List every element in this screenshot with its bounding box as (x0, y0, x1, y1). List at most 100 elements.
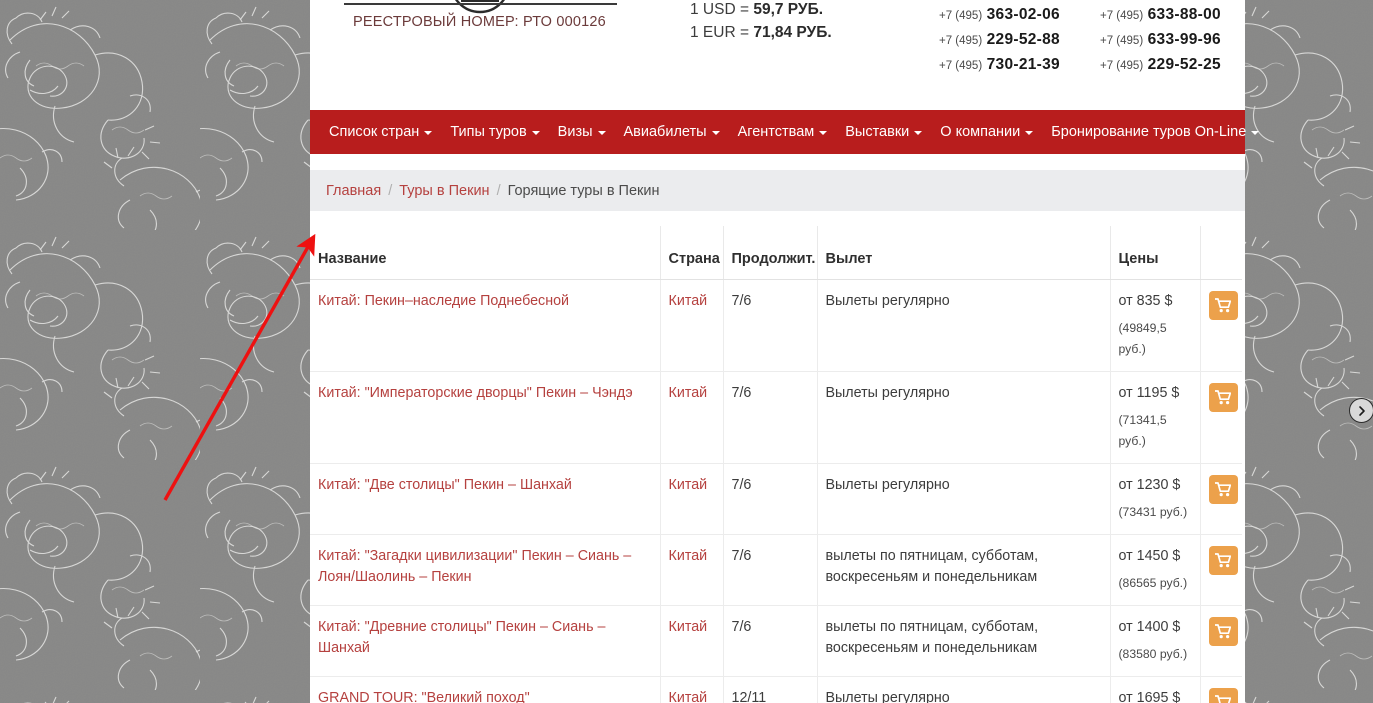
phone-number: 229-52-88 (986, 31, 1060, 48)
shopping-cart-icon (1215, 694, 1231, 703)
tour-name-link[interactable]: Китай: "Загадки цивилизации" Пекин – Сиа… (318, 547, 632, 585)
tour-name-link[interactable]: GRAND TOUR: "Великий поход" (318, 689, 530, 703)
table-row: Китай: "Загадки цивилизации" Пекин – Сиа… (310, 534, 1242, 606)
cell-country: Китай (660, 371, 724, 464)
cell-tour-name: Китай: "Императорские дворцы" Пекин – Чэ… (310, 371, 661, 464)
table-row: Китай: "Императорские дворцы" Пекин – Чэ… (310, 371, 1242, 464)
logo-underline (344, 3, 617, 5)
cell-price: от 1230 $ (73431 руб.) (1110, 463, 1201, 535)
add-to-cart-button[interactable] (1208, 474, 1238, 504)
phone-link[interactable]: +7 (495) 229-52-25 (1100, 53, 1245, 78)
country-link[interactable]: Китай (668, 384, 708, 401)
country-link[interactable]: Китай (668, 476, 708, 493)
cell-departure: Вылеты регулярно (817, 371, 1111, 464)
phone-prefix: +7 (495) (1100, 35, 1144, 47)
contact-phones: м. Бауманская +7 (495) 363-02-06 +7 (495… (939, 0, 1245, 78)
cell-country: Китай (660, 605, 724, 677)
nav-item-exhibitions[interactable]: Выставки (836, 118, 931, 146)
shopping-cart-icon (1215, 481, 1231, 496)
column-header-departure[interactable]: Вылет (817, 226, 1111, 280)
nav-item-label: Типы туров (450, 124, 527, 140)
phone-prefix: +7 (495) (1100, 10, 1144, 22)
cell-tour-name: Китай: "Загадки цивилизации" Пекин – Сиа… (310, 534, 661, 606)
nav-item-label: О компании (940, 124, 1021, 140)
breadcrumb-section: Главная / Туры в Пекин / Горящие туры в … (310, 154, 1245, 211)
chevron-down-icon (1025, 131, 1034, 135)
cell-country: Китай (660, 534, 724, 606)
next-chevron-button[interactable] (1349, 398, 1373, 423)
chevron-down-icon (711, 131, 720, 135)
nav-item-visas[interactable]: Визы (549, 118, 615, 146)
add-to-cart-button[interactable] (1208, 616, 1238, 646)
cell-price: от 1695 $ (101191,5 руб.) (1110, 676, 1201, 703)
price-rub: (86565 руб.) (1118, 575, 1188, 590)
nav-item-air-tickets[interactable]: Авиабилеты (615, 118, 729, 146)
rate-eur-unit: 1 EUR = (690, 24, 754, 41)
chinese-seal-emblem-icon (454, 0, 505, 14)
country-link[interactable]: Китай (668, 618, 708, 635)
tour-name-link[interactable]: Китай: "Две столицы" Пекин – Шанхай (318, 476, 572, 493)
nav-item-label: Визы (557, 124, 593, 140)
price-usd: от 1695 $ (1118, 689, 1181, 703)
phone-link[interactable]: +7 (495) 229-52-88 (939, 28, 1084, 53)
shopping-cart-icon (1215, 389, 1231, 404)
price-rub: (73431 руб.) (1118, 504, 1188, 519)
nav-item-countries[interactable]: Список стран (320, 118, 441, 146)
cell-tour-name: Китай: "Древние столицы" Пекин – Сиань –… (310, 605, 661, 677)
nav-item-agencies[interactable]: Агентствам (729, 118, 837, 146)
add-to-cart-button[interactable] (1208, 687, 1238, 703)
site-logo[interactable]: T O U R O P E R A T O R CHINA TRAVEL (342, 0, 617, 30)
cell-country: Китай (660, 676, 724, 703)
nav-item-label: Авиабилеты (623, 124, 707, 140)
chevron-down-icon (819, 131, 828, 135)
nav-item-about[interactable]: О компании (931, 118, 1042, 146)
column-header-name[interactable]: Название (310, 226, 661, 280)
phone-link[interactable]: +7 (495) 730-21-39 (939, 53, 1084, 78)
price-usd: от 1195 $ (1118, 384, 1180, 401)
cell-price: от 1195 $ (71341,5 руб.) (1110, 371, 1201, 464)
add-to-cart-button[interactable] (1208, 545, 1238, 575)
page-container: T O U R O P E R A T O R CHINA TRAVEL (310, 0, 1260, 703)
breadcrumb-item-beijing-tours[interactable]: Туры в Пекин (399, 182, 490, 199)
phone-prefix: +7 (495) (939, 35, 983, 47)
rate-eur-value: 71,84 РУБ. (753, 24, 832, 41)
table-row: Китай: "Две столицы" Пекин – Шанхай Кита… (310, 463, 1242, 535)
logo-registry-number: РЕЕСТРОВЫЙ НОМЕР: РТО 000126 (353, 14, 606, 30)
phone-link[interactable]: +7 (495) 363-02-06 (939, 3, 1084, 28)
column-header-price[interactable]: Цены (1110, 226, 1201, 280)
tour-name-link[interactable]: Китай: "Древние столицы" Пекин – Сиань –… (318, 618, 606, 656)
phone-link[interactable]: +7 (495) 633-99-96 (1100, 28, 1245, 53)
tour-name-link[interactable]: Китай: Пекин–наследие Поднебесной (318, 292, 570, 309)
nav-item-label: Бронирование туров On-Line (1051, 124, 1247, 140)
add-to-cart-button[interactable] (1208, 290, 1238, 320)
breadcrumb-item-home[interactable]: Главная (326, 182, 382, 199)
phone-column-tulskaya: м. Тульская +7 (495) 633-88-00 +7 (495) … (1100, 0, 1245, 78)
tours-table-section: Название Страна Продолжит. Вылет Цены Ки… (310, 211, 1245, 703)
rate-eur: 1 EUR = 71,84 РУБ. (690, 21, 879, 44)
column-header-country[interactable]: Страна (660, 226, 724, 280)
cell-duration: 7/6 (723, 534, 818, 606)
cell-cart (1200, 605, 1242, 677)
cell-duration: 7/6 (723, 279, 818, 372)
chevron-down-icon (597, 131, 606, 135)
country-link[interactable]: Китай (668, 689, 708, 703)
tour-name-link[interactable]: Китай: "Императорские дворцы" Пекин – Чэ… (318, 384, 633, 401)
add-to-cart-button[interactable] (1208, 382, 1238, 412)
cell-tour-name: GRAND TOUR: "Великий поход" (310, 676, 661, 703)
cell-tour-name: Китай: "Две столицы" Пекин – Шанхай (310, 463, 661, 535)
phone-number: 633-99-96 (1147, 31, 1221, 48)
country-link[interactable]: Китай (668, 547, 708, 564)
price-usd: от 1400 $ (1118, 618, 1181, 635)
nav-item-online-booking[interactable]: Бронирование туров On-Line (1042, 118, 1268, 146)
nav-item-tour-types[interactable]: Типы туров (441, 118, 548, 146)
chevron-down-icon (424, 131, 433, 135)
phone-number: 363-02-06 (986, 6, 1060, 23)
shopping-cart-icon (1215, 623, 1231, 638)
cell-departure: Вылеты регулярно (817, 676, 1111, 703)
logo-wordmark: CHINA TRAVEL (342, 0, 617, 14)
phone-link[interactable]: +7 (495) 633-88-00 (1100, 3, 1245, 28)
column-header-duration[interactable]: Продолжит. (723, 226, 818, 280)
country-link[interactable]: Китай (668, 292, 708, 309)
price-rub: (83580 руб.) (1118, 646, 1188, 661)
rate-usd-unit: 1 USD = (690, 1, 754, 18)
